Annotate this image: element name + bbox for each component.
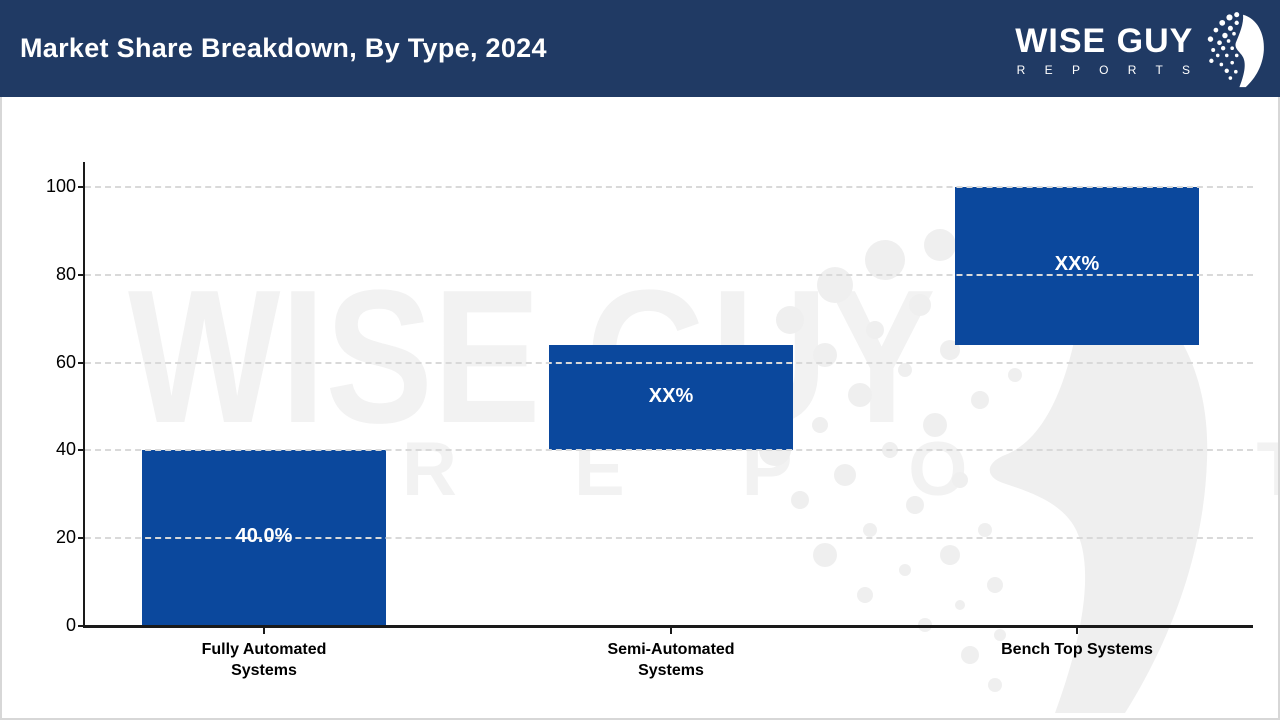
- gridline: [85, 273, 1253, 276]
- bar-value-label: 40.0%: [235, 525, 293, 548]
- y-tick-label: 80: [55, 263, 76, 284]
- gridline: [85, 361, 1253, 364]
- bar-value-label: XX%: [1054, 253, 1100, 276]
- left-border: [0, 97, 2, 720]
- y-axis-line: [83, 162, 85, 627]
- bottom-border: [0, 718, 1280, 720]
- wiseguy-logo: WISE GUY R E P O R T S: [1011, 10, 1266, 90]
- x-category-label: Semi-Automated Systems: [607, 641, 735, 679]
- y-tick: [78, 625, 85, 627]
- gridline: [85, 186, 1253, 188]
- y-tick: [78, 449, 85, 452]
- logo-face-icon: [1207, 12, 1264, 88]
- header: Market Share Breakdown, By Type, 2024 WI…: [0, 0, 1280, 97]
- bar-value-label: XX%: [648, 384, 694, 407]
- logo-subtitle: R E P O R T S: [1016, 62, 1198, 77]
- x-tick: [670, 627, 672, 634]
- y-tick-label: 20: [55, 527, 76, 548]
- x-tick: [263, 627, 265, 634]
- y-tick-label: 40: [55, 439, 76, 460]
- page-title: Market Share Breakdown, By Type, 2024: [20, 33, 547, 63]
- logo-text: WISE GUY R E P O R T S: [1011, 22, 1198, 77]
- y-tick-label: 0: [65, 615, 76, 635]
- y-tick: [78, 361, 85, 364]
- x-axis-line: [83, 625, 1253, 628]
- x-category-label: Fully Automated Systems: [201, 641, 327, 679]
- logo-wordmark: WISE GUY: [1015, 22, 1194, 61]
- x-category-label: Bench Top Systems: [1001, 641, 1153, 658]
- right-border: [1278, 97, 1280, 720]
- y-tick-label: 60: [55, 351, 76, 372]
- gridline: [85, 449, 1253, 452]
- y-tick: [78, 537, 85, 540]
- bar: [955, 187, 1199, 346]
- y-tick-label: 100: [45, 176, 76, 196]
- watermark-wordmark: WISE GUY: [128, 251, 936, 463]
- y-tick: [78, 186, 85, 188]
- gridline: [85, 537, 1253, 540]
- y-tick: [78, 273, 85, 276]
- x-tick: [1076, 627, 1078, 634]
